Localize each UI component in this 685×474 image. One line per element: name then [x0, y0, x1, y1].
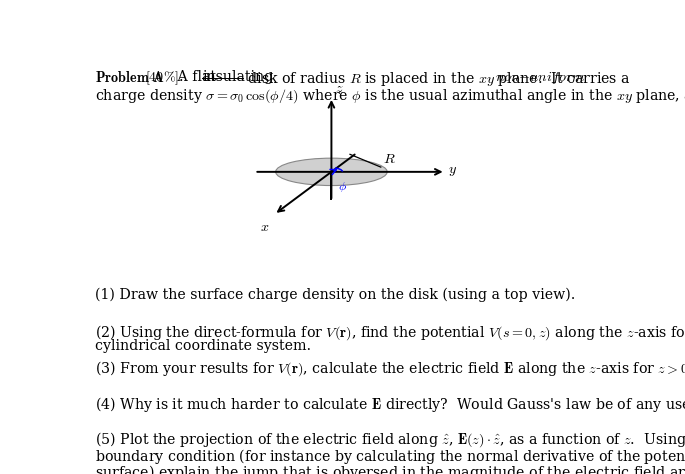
Text: (1) Draw the surface charge density on the disk (using a top view).: (1) Draw the surface charge density on t… [95, 288, 575, 302]
Text: (3) From your results for $V(\mathbf{r})$, calculate the electric field $\mathbf: (3) From your results for $V(\mathbf{r})… [95, 359, 685, 378]
Text: disk of radius $R$ is placed in the $xy$ plane.  It carries a: disk of radius $R$ is placed in the $xy$… [242, 70, 630, 88]
Text: $z$: $z$ [334, 81, 343, 95]
Text: $R$: $R$ [384, 152, 396, 166]
Text: A flat: A flat [173, 70, 220, 83]
Ellipse shape [275, 158, 387, 185]
Text: surface) explain the jump that is obversed in the magnitude of the electric fiel: surface) explain the jump that is obvers… [95, 463, 685, 474]
Text: $y$: $y$ [448, 164, 457, 178]
Text: $\mathbf{Problem\ A}$: $\mathbf{Problem\ A}$ [95, 70, 164, 85]
Text: $\mathbf{[40\%]}$.: $\mathbf{[40\%]}$. [145, 70, 184, 87]
Text: cylindrical coordinate system.: cylindrical coordinate system. [95, 339, 311, 354]
Text: (2) Using the direct-formula for $V(\mathbf{r})$, find the potential $V(s = 0, z: (2) Using the direct-formula for $V(\mat… [95, 323, 685, 342]
Text: boundary condition (for instance by calculating the normal derivative of the pot: boundary condition (for instance by calc… [95, 447, 685, 465]
Text: (5) Plot the projection of the electric field along $\hat{z}$, $\mathbf{E}(z) \c: (5) Plot the projection of the electric … [95, 430, 685, 449]
Text: insulating: insulating [203, 70, 274, 83]
Text: $\phi$: $\phi$ [338, 180, 347, 194]
Text: $x$: $x$ [260, 220, 270, 234]
Text: (4) Why is it much harder to calculate $\mathbf{E}$ directly?  Would Gauss's law: (4) Why is it much harder to calculate $… [95, 395, 685, 414]
Text: charge density $\sigma = \sigma_0\,\cos(\phi/4)$ where $\phi$ is the usual azimu: charge density $\sigma = \sigma_0\,\cos(… [95, 87, 685, 105]
Text: $\mathit{non}$$\mathit{-uniform}$: $\mathit{non}$$\mathit{-uniform}$ [495, 70, 586, 86]
